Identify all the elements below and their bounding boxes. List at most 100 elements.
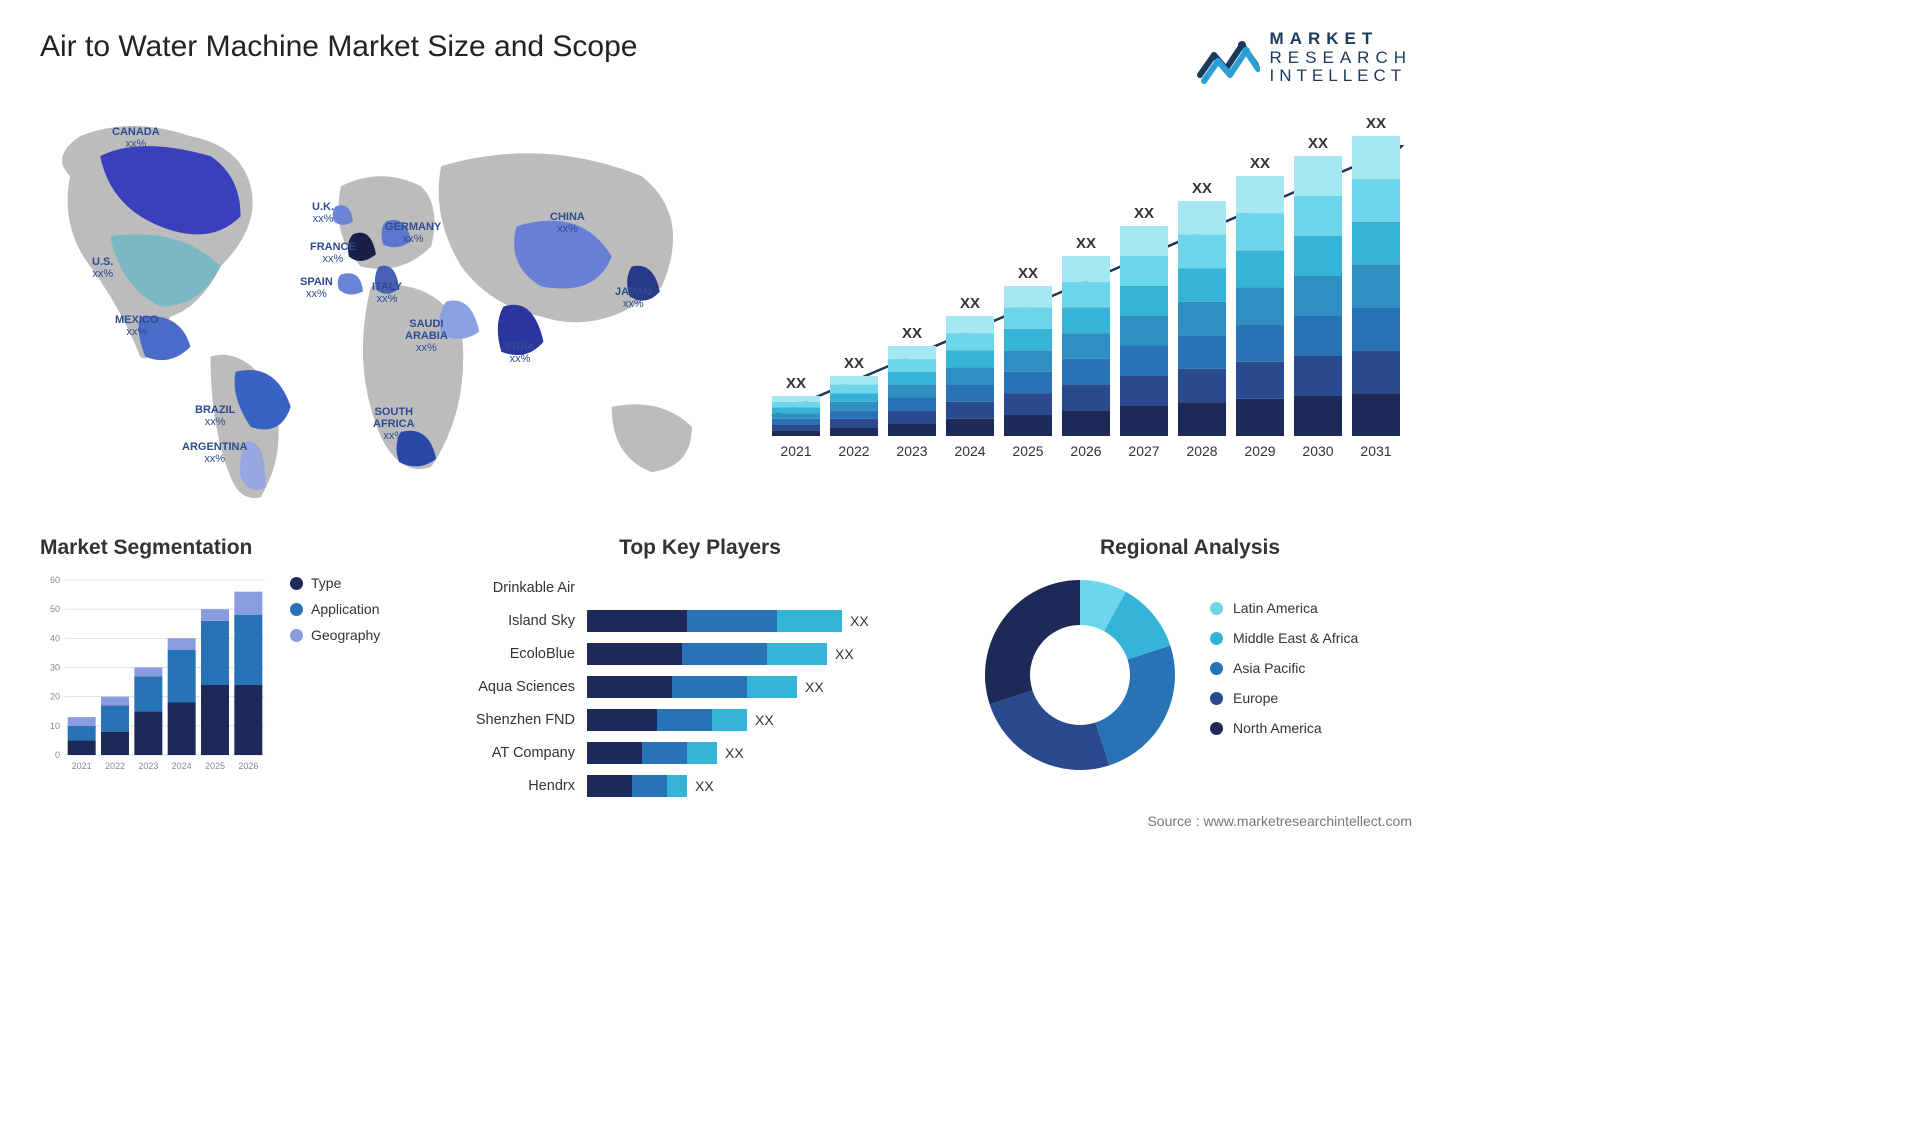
regional-title: Regional Analysis	[980, 536, 1400, 560]
key-players-title: Top Key Players	[450, 536, 950, 560]
player-bar	[587, 676, 797, 698]
svg-text:XX: XX	[1250, 155, 1270, 172]
player-name: AT Company	[450, 745, 575, 761]
svg-text:2031: 2031	[1360, 443, 1391, 459]
regional-legend: Latin America Middle East & Africa Asia Pa…	[1210, 600, 1358, 750]
regional-legend-item: Asia Pacific	[1210, 660, 1358, 676]
player-name: Shenzhen FND	[450, 712, 575, 728]
map-label: MEXICOxx%	[115, 314, 158, 338]
segmentation-chart: 0 10 20 30 40 50 60 2021 2022 2023 2024 2025 2026	[40, 575, 270, 795]
player-bar	[587, 742, 717, 764]
player-row: AT Company XX	[450, 740, 950, 765]
brand-logo-icon	[1196, 31, 1260, 85]
segmentation-legend-item: Type	[290, 575, 380, 591]
map-label: SPAINxx%	[300, 276, 333, 300]
brand-line2: RESEARCH	[1270, 49, 1412, 68]
svg-text:50: 50	[50, 604, 60, 614]
page-title: Air to Water Machine Market Size and Sco…	[40, 30, 637, 64]
player-row: Drinkable Air	[450, 575, 950, 600]
svg-text:XX: XX	[1076, 235, 1096, 252]
svg-text:30: 30	[50, 663, 60, 673]
svg-text:2023: 2023	[896, 443, 927, 459]
brand-line1: MARKET	[1270, 30, 1412, 49]
regional-donut	[980, 575, 1180, 775]
svg-text:2026: 2026	[1070, 443, 1101, 459]
player-value: XX	[850, 613, 869, 629]
svg-text:XX: XX	[844, 355, 864, 372]
svg-text:XX: XX	[786, 375, 806, 392]
svg-text:2022: 2022	[838, 443, 869, 459]
player-row: EcoloBlue XX	[450, 641, 950, 666]
svg-text:2030: 2030	[1302, 443, 1333, 459]
key-players-list: Drinkable AirIsland SkyXXEcoloBlueXXAqua…	[450, 575, 950, 798]
svg-text:2021: 2021	[780, 443, 811, 459]
svg-text:2022: 2022	[105, 761, 125, 771]
map-label: CHINAxx%	[550, 211, 585, 235]
regional-legend-item: North America	[1210, 720, 1358, 736]
svg-text:XX: XX	[1366, 115, 1386, 132]
segmentation-legend-item: Geography	[290, 627, 380, 643]
regional-panel: Regional Analysis Latin America Middle Ea…	[980, 536, 1400, 775]
regional-legend-item: Europe	[1210, 690, 1358, 706]
segmentation-legend: TypeApplicationGeography	[290, 575, 380, 795]
map-label: ARGENTINAxx%	[182, 441, 247, 465]
regional-legend-item: Middle East & Africa	[1210, 630, 1358, 646]
map-label: BRAZILxx%	[195, 404, 235, 428]
regional-legend-item: Latin America	[1210, 600, 1358, 616]
svg-text:XX: XX	[960, 295, 980, 312]
svg-text:2024: 2024	[172, 761, 192, 771]
svg-text:2023: 2023	[138, 761, 158, 771]
map-label: JAPANxx%	[615, 286, 651, 310]
player-bar	[587, 775, 687, 797]
player-row: Hendrx XX	[450, 773, 950, 798]
svg-text:2026: 2026	[238, 761, 258, 771]
player-row: Island SkyXX	[450, 608, 950, 633]
player-name: EcoloBlue	[450, 646, 575, 662]
player-value: XX	[835, 646, 854, 662]
svg-text:2027: 2027	[1128, 443, 1159, 459]
svg-text:XX: XX	[1308, 135, 1328, 152]
key-players-panel: Top Key Players Drinkable Air Island SkyX…	[450, 536, 950, 798]
world-map: CANADAxx% U.S.xx% MEXICOxx% BRAZILxx% ARGENT…	[40, 106, 722, 506]
svg-text:2025: 2025	[205, 761, 225, 771]
svg-text:XX: XX	[1134, 205, 1154, 222]
map-label: SOUTHAFRICAxx%	[373, 406, 415, 442]
forecast-chart: XX 2021 XX 2022 XX 2023 XX 2024 XX 2025 XX 2026 XX 20…	[762, 106, 1412, 486]
svg-text:10: 10	[50, 721, 60, 731]
segmentation-panel: Market Segmentation 0 10 20 30 40 50 60 2021 202…	[40, 536, 420, 795]
svg-text:60: 60	[50, 575, 60, 585]
svg-text:0: 0	[55, 750, 60, 760]
svg-text:2029: 2029	[1244, 443, 1275, 459]
svg-text:XX: XX	[1192, 180, 1212, 197]
player-bar	[587, 643, 827, 665]
player-value: XX	[695, 778, 714, 794]
source-text: Source : www.marketresearchintellect.com	[40, 813, 1412, 829]
map-label: FRANCExx%	[310, 241, 356, 265]
svg-text:XX: XX	[902, 325, 922, 342]
map-label: U.S.xx%	[92, 256, 113, 280]
player-bar	[587, 709, 747, 731]
map-label: CANADAxx%	[112, 126, 160, 150]
svg-text:XX: XX	[1018, 265, 1038, 282]
player-name: Hendrx	[450, 778, 575, 794]
map-label: SAUDIARABIAxx%	[405, 318, 448, 354]
segmentation-title: Market Segmentation	[40, 536, 420, 560]
player-bar	[587, 610, 842, 632]
brand-logo-block: MARKET RESEARCH INTELLECT	[1196, 30, 1412, 86]
svg-text:20: 20	[50, 692, 60, 702]
player-row: Shenzhen FND XX	[450, 707, 950, 732]
player-name: Aqua Sciences	[450, 679, 575, 695]
map-label: GERMANYxx%	[385, 221, 441, 245]
svg-text:2025: 2025	[1012, 443, 1043, 459]
map-label: INDIAxx%	[505, 341, 535, 365]
svg-text:2024: 2024	[954, 443, 985, 459]
player-value: XX	[805, 679, 824, 695]
player-value: XX	[755, 712, 774, 728]
svg-text:40: 40	[50, 633, 60, 643]
svg-text:2021: 2021	[72, 761, 92, 771]
player-value: XX	[725, 745, 744, 761]
map-label: ITALYxx%	[372, 281, 402, 305]
player-row: Aqua Sciences XX	[450, 674, 950, 699]
brand-line3: INTELLECT	[1270, 67, 1412, 86]
svg-text:2028: 2028	[1186, 443, 1217, 459]
